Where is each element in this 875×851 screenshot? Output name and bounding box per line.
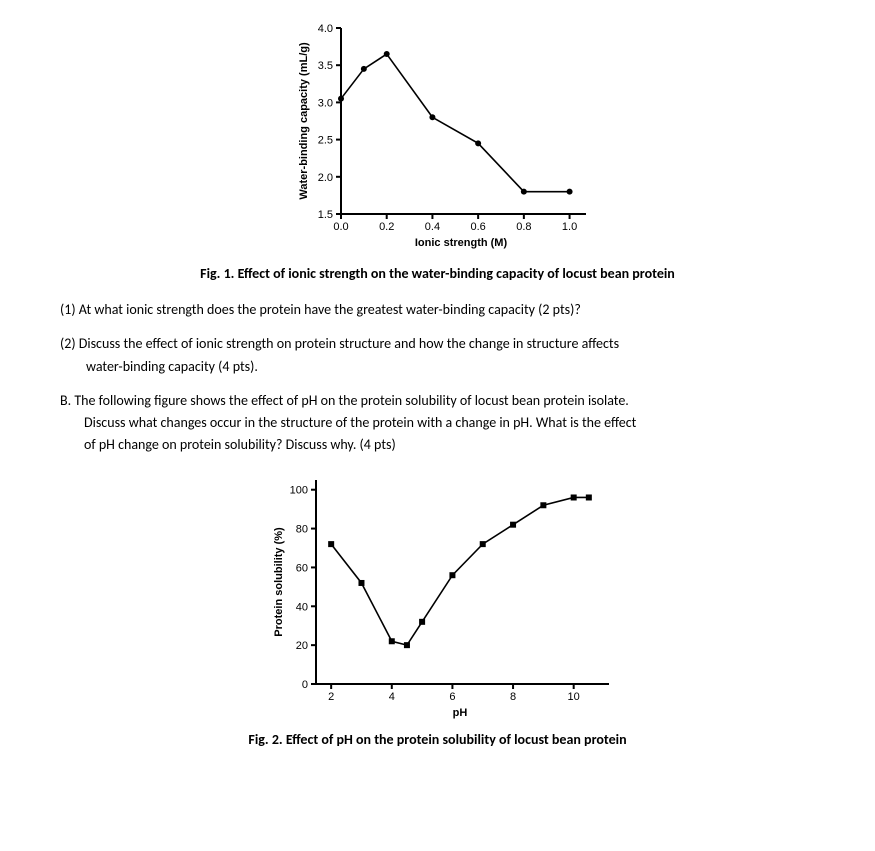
svg-text:pH: pH xyxy=(452,707,467,719)
question-2-line2: water-binding capacity (4 pts). xyxy=(60,357,815,377)
svg-text:0.2: 0.2 xyxy=(379,221,394,233)
section-b-line3: of pH change on protein solubility? Disc… xyxy=(60,435,815,455)
svg-text:80: 80 xyxy=(295,523,307,535)
svg-text:1.5: 1.5 xyxy=(317,209,332,221)
svg-text:0.8: 0.8 xyxy=(516,221,531,233)
fig2-caption: Fig. 2. Effect of pH on the protein solu… xyxy=(60,731,815,748)
svg-text:0: 0 xyxy=(301,679,307,691)
svg-text:4.0: 4.0 xyxy=(317,23,332,35)
svg-text:2.5: 2.5 xyxy=(317,135,332,147)
fig2-container: 0 20 40 60 80 100 2 4 6 8 10 pH Protein solubility (… xyxy=(60,470,815,725)
svg-text:Water-binding capacity (mL/g): Water-binding capacity (mL/g) xyxy=(298,42,310,200)
svg-text:8: 8 xyxy=(509,691,515,703)
svg-text:0.6: 0.6 xyxy=(470,221,485,233)
section-b-line1: B. The following figure shows the effect… xyxy=(60,391,815,411)
svg-text:Protein solubility (%): Protein solubility (%) xyxy=(273,527,285,637)
fig2-chart: 0 20 40 60 80 100 2 4 6 8 10 pH Protein solubility (… xyxy=(258,470,618,720)
svg-text:3.5: 3.5 xyxy=(317,60,332,72)
svg-text:0.0: 0.0 xyxy=(333,221,348,233)
svg-text:4: 4 xyxy=(388,691,394,703)
fig1-chart: 1.5 2.0 2.5 3.0 3.5 4.0 0.0 0.2 0.4 0.6 0.8 1.0 Ioni… xyxy=(283,20,593,250)
fig1-caption: Fig. 1. Effect of ionic strength on the … xyxy=(60,265,815,282)
section-b-line2: Discuss what changes occur in the struct… xyxy=(60,413,815,433)
svg-text:2: 2 xyxy=(328,691,334,703)
svg-text:100: 100 xyxy=(289,484,307,496)
svg-text:3.0: 3.0 xyxy=(317,97,332,109)
svg-text:60: 60 xyxy=(295,562,307,574)
document-page: 1.5 2.0 2.5 3.0 3.5 4.0 0.0 0.2 0.4 0.6 0.8 1.0 Ioni… xyxy=(0,0,875,851)
svg-text:6: 6 xyxy=(449,691,455,703)
svg-text:20: 20 xyxy=(295,640,307,652)
svg-text:2.0: 2.0 xyxy=(317,172,332,184)
svg-text:Ionic strength (M): Ionic strength (M) xyxy=(414,237,507,249)
fig1-container: 1.5 2.0 2.5 3.0 3.5 4.0 0.0 0.2 0.4 0.6 0.8 1.0 Ioni… xyxy=(60,20,815,255)
svg-text:40: 40 xyxy=(295,601,307,613)
svg-text:0.4: 0.4 xyxy=(424,221,439,233)
question-2-line1: (2) Discuss the effect of ionic strength… xyxy=(60,334,815,354)
question-1: (1) At what ionic strength does the prot… xyxy=(60,300,815,320)
svg-text:1.0: 1.0 xyxy=(561,221,576,233)
svg-text:10: 10 xyxy=(567,691,579,703)
